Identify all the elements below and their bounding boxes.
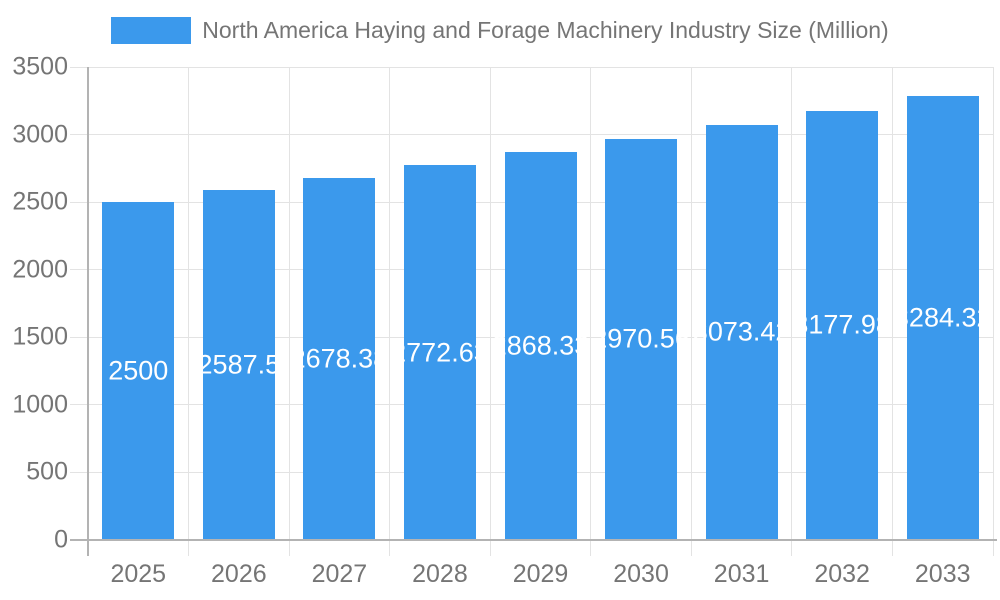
x-gridline: [791, 67, 793, 556]
legend-series-label: North America Haying and Forage Machiner…: [202, 17, 889, 43]
x-gridline: [288, 67, 290, 556]
x-axis-tick-label: 2027: [311, 560, 368, 588]
x-axis-tick-label: 2031: [713, 560, 770, 588]
x-axis-tick-label: 2030: [613, 560, 669, 588]
bar-2031: [705, 124, 778, 540]
x-axis-baseline: [70, 539, 997, 541]
x-axis-tick-label: 2028: [412, 560, 468, 588]
y-axis-tick-label: 1000: [12, 390, 68, 419]
bar-2032: [806, 110, 879, 540]
x-gridline: [992, 67, 994, 556]
x-axis-tick-label: 2026: [211, 560, 267, 588]
bar-value-label: 2868.33: [491, 330, 590, 361]
bar-value-label: 3284.32: [893, 302, 992, 333]
x-gridline: [690, 67, 692, 556]
x-axis-tick-label: 2033: [914, 560, 971, 588]
chart-legend[interactable]: North America Haying and Forage Machiner…: [0, 17, 1000, 44]
y-gridline: [70, 134, 993, 136]
bar-value-label: 3177.98: [793, 309, 891, 340]
x-axis-tick-label: 2025: [110, 560, 167, 588]
bar-value-label: 3073.42: [692, 316, 791, 347]
bar-value-label: 2772.63: [391, 337, 489, 368]
x-axis-tick-label: 2032: [814, 560, 870, 588]
x-gridline: [389, 67, 391, 556]
y-gridline: [70, 66, 993, 68]
y-axis-tick-label: 0: [54, 525, 68, 554]
legend-color-swatch: [111, 17, 192, 44]
y-axis-tick-label: 3000: [12, 120, 68, 149]
bar-2029: [504, 152, 577, 540]
bar-value-label: 2587.5: [197, 349, 281, 380]
bar-value-label: 2678.38: [290, 343, 389, 374]
y-axis-line: [87, 67, 89, 556]
bar-2025: [102, 202, 175, 540]
bar-2028: [403, 165, 476, 540]
x-gridline: [891, 67, 893, 556]
bar-2033: [906, 96, 979, 540]
y-axis-tick-label: 2000: [12, 255, 68, 284]
y-axis-tick-label: 3500: [12, 52, 68, 81]
y-axis-tick-label: 2500: [12, 187, 68, 216]
x-gridline: [590, 67, 592, 556]
bar-2027: [303, 178, 376, 540]
bar-value-label: 2970.56: [592, 323, 690, 354]
x-axis-tick-label: 2029: [512, 560, 569, 588]
y-axis-tick-label: 1500: [12, 322, 68, 351]
bar-2030: [605, 138, 678, 540]
y-axis-tick-label: 500: [26, 457, 68, 486]
x-gridline: [489, 67, 491, 556]
bar-value-label: 2500: [108, 355, 169, 386]
bar-2026: [202, 190, 275, 540]
x-gridline: [188, 67, 190, 556]
